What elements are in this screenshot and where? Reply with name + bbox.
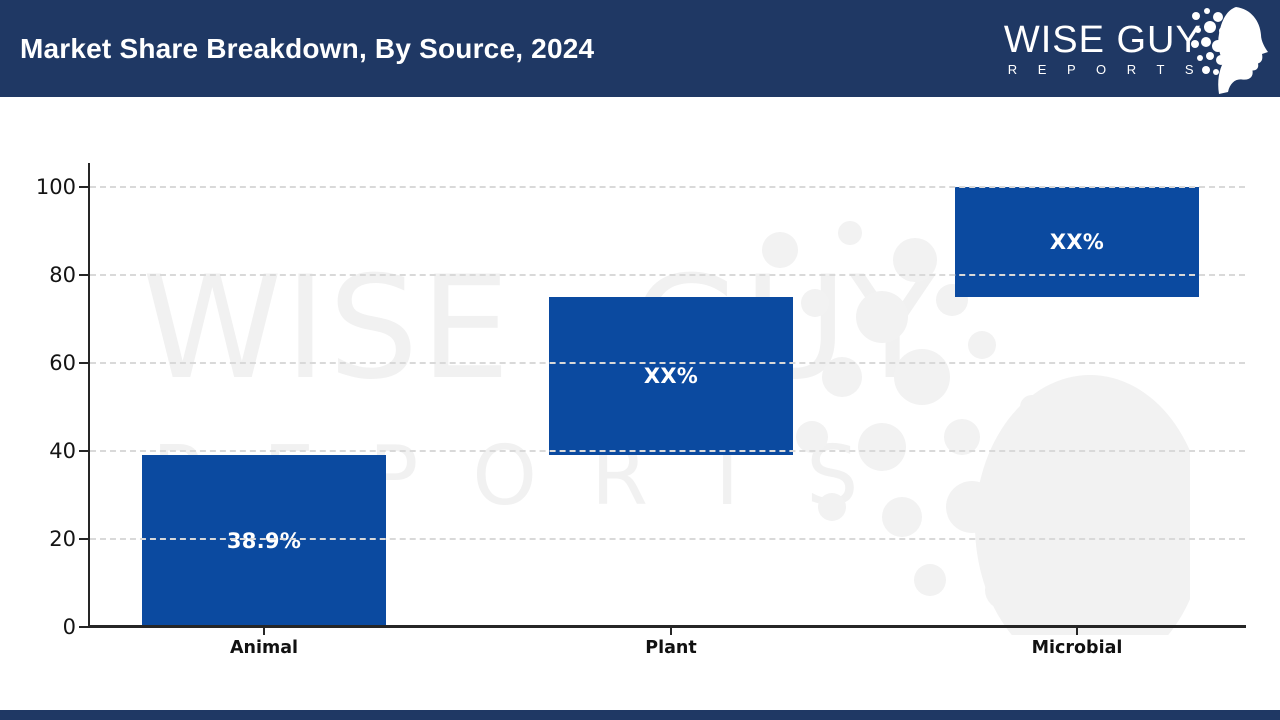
wiseguy-logo: WISE GUY R E P O R T S <box>1004 2 1274 95</box>
x-axis-line <box>88 625 1246 628</box>
x-tick-animal <box>263 628 265 635</box>
bar-plant: XX% <box>549 296 793 456</box>
bar-value-label-microbial: XX% <box>1049 229 1105 254</box>
bar-animal: 38.9% <box>142 455 386 627</box>
gridline-40 <box>90 449 1245 452</box>
gridline-20 <box>90 537 1245 540</box>
y-tick-80 <box>79 273 88 276</box>
y-tick-0 <box>79 625 88 628</box>
x-tick-plant <box>670 628 672 635</box>
y-tick-40 <box>79 449 88 452</box>
y-tick-label-40: 40 <box>49 438 76 463</box>
y-tick-label-100: 100 <box>35 174 76 199</box>
y-tick-label-20: 20 <box>49 526 76 551</box>
gridline-80 <box>90 273 1245 276</box>
y-tick-label-60: 60 <box>49 350 76 375</box>
y-tick-100 <box>79 185 88 188</box>
footer-bar <box>0 710 1280 720</box>
x-tick-microbial <box>1076 628 1078 635</box>
y-axis-line <box>88 163 90 626</box>
bar-value-label-animal: 38.9% <box>226 528 302 553</box>
y-tick-60 <box>79 361 88 364</box>
y-tick-label-0: 0 <box>62 614 76 639</box>
gridline-60 <box>90 361 1245 364</box>
bar-microbial: XX% <box>955 186 1199 297</box>
chart-area: 0 20 40 60 80 100 38.9% XX% XX% Animal Plant Microb… <box>0 97 1280 710</box>
bar-value-label-plant: XX% <box>643 363 699 388</box>
y-tick-label-80: 80 <box>49 262 76 287</box>
y-tick-20 <box>79 537 88 540</box>
logo-tagline: R E P O R T S <box>1007 61 1202 77</box>
x-axis-label-microbial: Microbial <box>1031 638 1123 658</box>
x-axis-label-animal: Animal <box>229 638 299 658</box>
header-bar: Market Share Breakdown, By Source, 2024 … <box>0 0 1280 97</box>
logo-text-block: WISE GUY R E P O R T S <box>1004 21 1202 77</box>
wiseguy-face-icon <box>1191 6 1268 94</box>
logo-wordmark: WISE GUY <box>1003 18 1202 61</box>
watermark-line1: WISE GUY <box>142 246 938 411</box>
gridline-100 <box>90 185 1245 188</box>
x-axis-label-plant: Plant <box>645 638 697 658</box>
page-title: Market Share Breakdown, By Source, 2024 <box>20 32 595 64</box>
